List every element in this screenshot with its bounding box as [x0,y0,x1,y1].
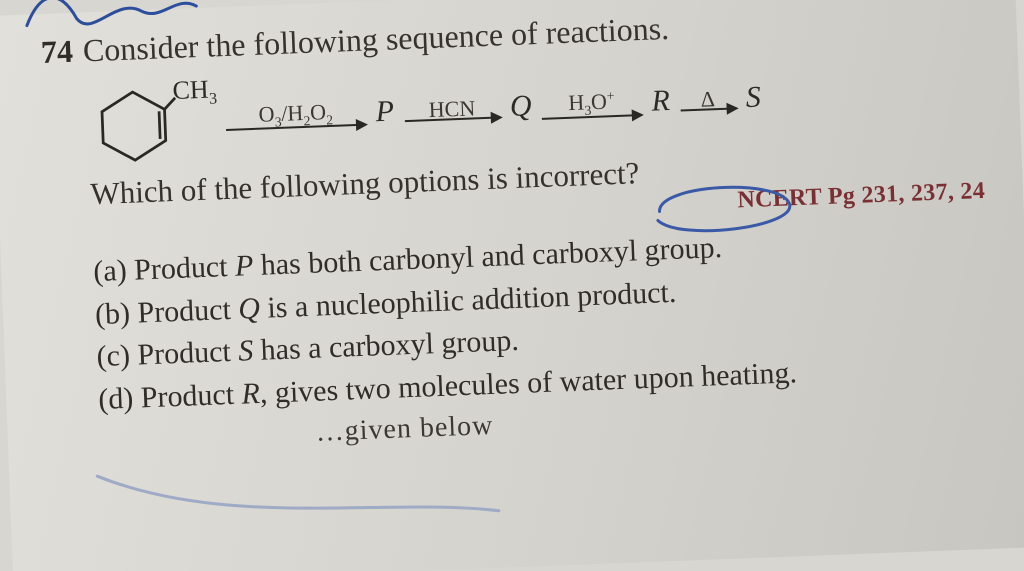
o2-text: O [310,99,327,125]
arrow-step3: H3O+ [541,88,642,119]
page: 74 Consider the following sequence of re… [0,0,1024,571]
o-plus-sup: + [606,88,614,103]
product-q: Q [507,89,534,124]
arrow-step4: Δ [679,87,736,111]
option-d-t1: Product [140,377,242,414]
ch-sub: 3 [209,90,218,107]
cyclohexene-structure [86,77,181,166]
option-c-sym: S [238,334,254,368]
question-text: Consider the following sequence of react… [82,10,669,68]
option-a-label: (a) [93,254,128,288]
option-d-sym: R [241,377,261,411]
option-d-label: (d) [98,382,134,416]
option-c-t2: has a carboxyl group. [253,324,520,367]
question-number: 74 [40,33,73,71]
arrow-step1: O3/H2O2 [225,100,366,131]
option-b-label: (b) [94,296,130,330]
h3-text: H [568,90,585,116]
product-r: R [649,84,673,119]
o-text: O [258,101,275,127]
h-text: H [287,100,304,126]
option-c-label: (c) [96,339,131,373]
option-c-t1: Product [137,335,239,372]
option-a-sym: P [234,249,254,283]
o-plus-text: O [591,89,608,115]
product-p: P [373,94,397,129]
pen-line-mark [87,450,509,536]
option-a-t1: Product [134,250,236,287]
option-b-sym: Q [238,291,261,325]
product-s: S [743,80,763,115]
options-list: (a) Product P has both carbonyl and carb… [93,217,999,422]
option-b-t1: Product [137,292,239,329]
arrow-step2: HCN [404,96,501,122]
